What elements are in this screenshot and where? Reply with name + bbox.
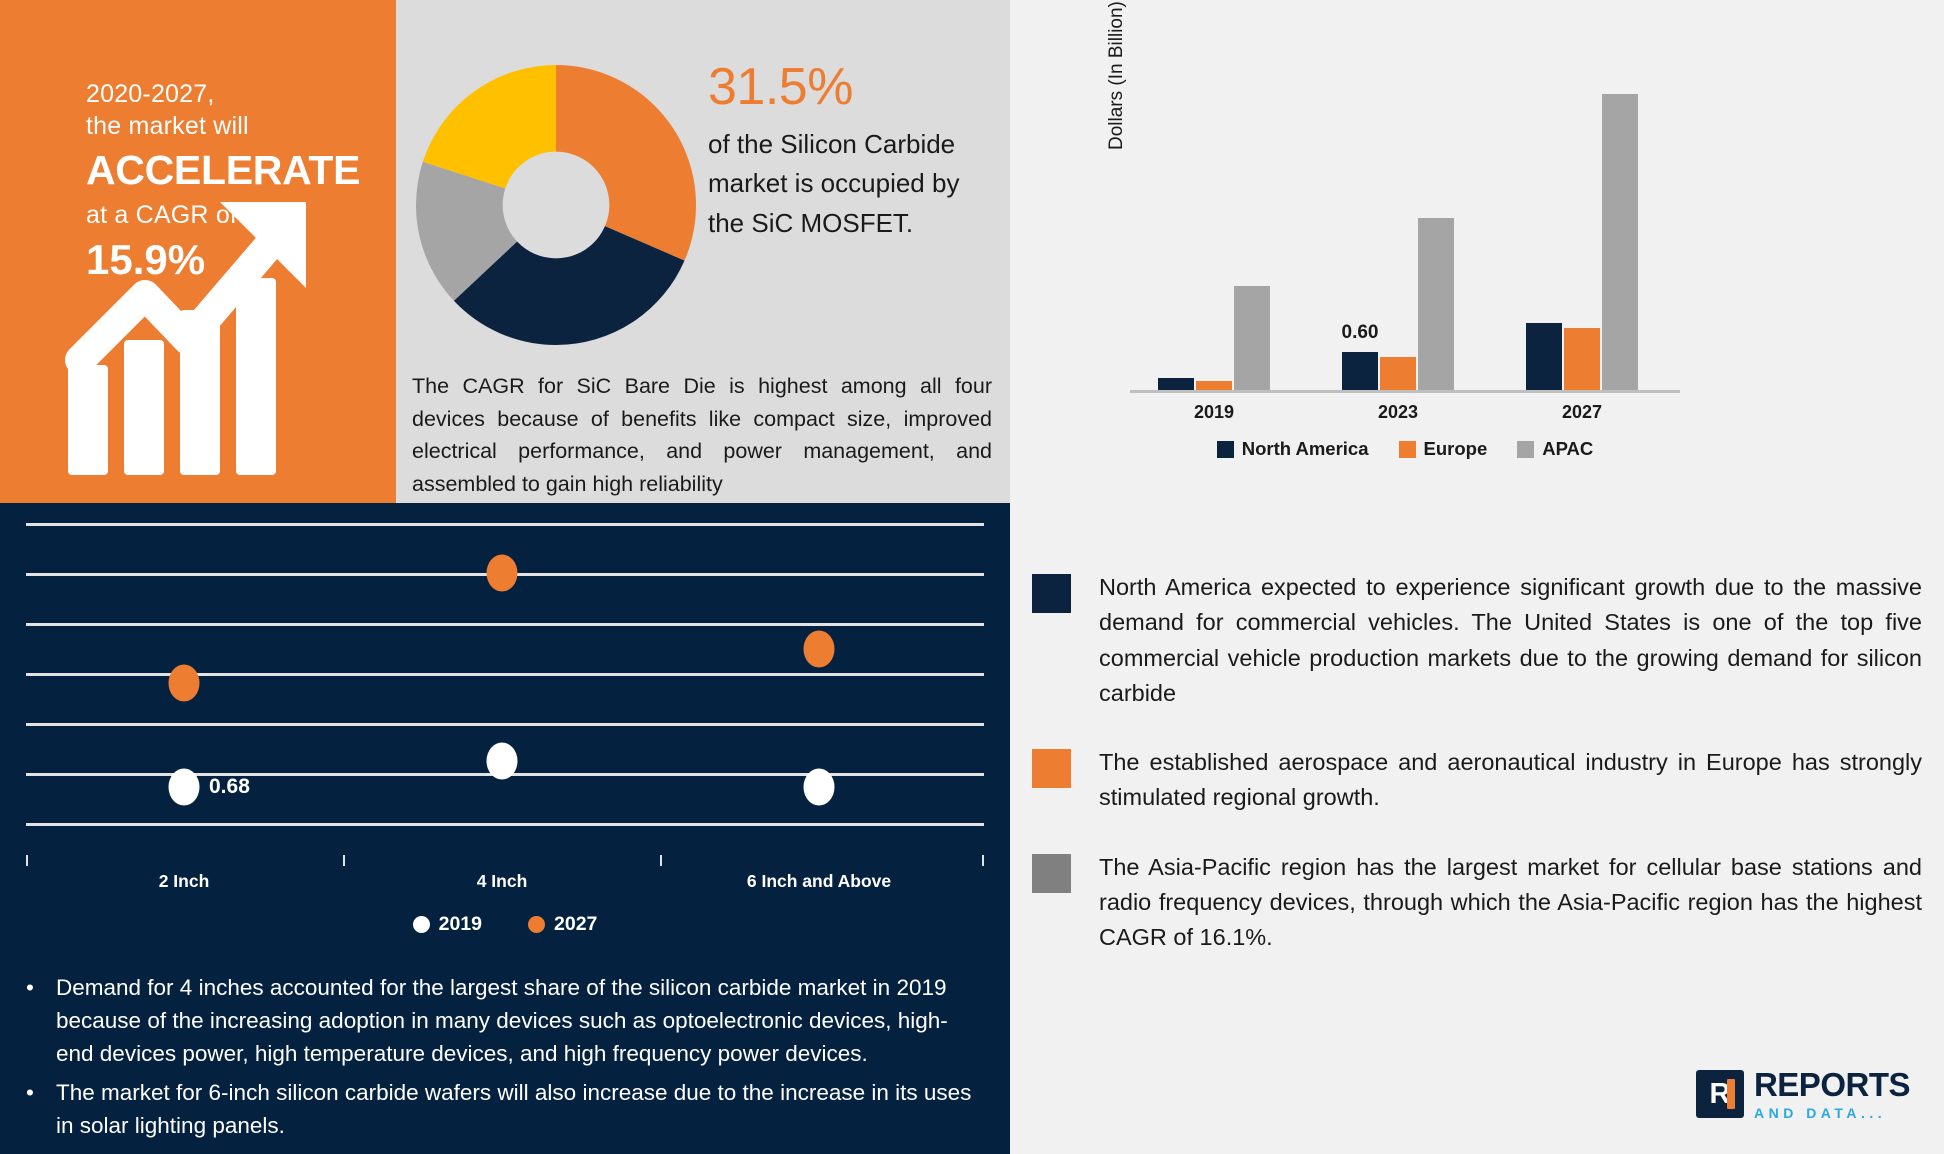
bar-apac-2019: [1234, 286, 1270, 390]
legend-swatch-2019-icon: [412, 916, 430, 933]
donut-slice-sic-discrete: [416, 65, 696, 345]
bar-chart-baseline: [1130, 390, 1680, 393]
bar-legend-label-north-america: North America: [1241, 438, 1369, 459]
dot-chart-axis: 2 Inch 4 Inch 6 Inch and Above: [26, 855, 984, 891]
right-column: Dollars (In Billion) 0.60 2019 2023 2027: [1010, 0, 1944, 1154]
legend-item-2019[interactable]: 2019: [412, 913, 482, 936]
donut-note-text: The CAGR for SiC Bare Die is highest amo…: [412, 374, 992, 497]
grid-line: [26, 823, 984, 826]
axis-tick: [660, 855, 662, 866]
cagr-line-1: 2020-2027,: [86, 80, 215, 108]
grid-line: [26, 523, 984, 526]
bar-x-label-2023: 2023: [1377, 402, 1419, 422]
donut-panel: 31.5% of the Silicon Carbide market is o…: [396, 0, 1010, 503]
logo-main-text: REPORTS: [1753, 1066, 1911, 1103]
cagr-text-block: 2020-2027, the market will ACCELERATE at…: [86, 78, 360, 287]
bar-legend-item-apac[interactable]: APAC: [1517, 438, 1593, 460]
dot-2027-2inch: [168, 664, 200, 702]
regional-bar-chart: Dollars (In Billion) 0.60 2019 2023 2027: [1010, 1, 1700, 490]
region-swatch-apac-icon: [1032, 853, 1071, 893]
bar-chart-legend: North America Europe APAC: [1130, 438, 1680, 460]
bullet-text: Demand for 4 inches accounted for the la…: [56, 975, 948, 1067]
dot-value-label: 0.68: [209, 775, 250, 798]
bar-legend-swatch-north-america-icon: [1216, 440, 1234, 458]
bar-legend-swatch-apac-icon: [1517, 440, 1535, 458]
bar-chart-y-axis-title: Dollars (In Billion): [1106, 1, 1127, 150]
left-column: 2020-2027, the market will ACCELERATE at…: [0, 0, 1010, 1154]
dot-2027-6inch: [803, 630, 835, 668]
axis-tick: [343, 855, 345, 866]
bullet-marker-icon: •: [26, 975, 34, 1000]
region-note-asia-pacific: The Asia-Pacific region has the largest …: [1032, 850, 1922, 956]
bar-x-label-2019: 2019: [1193, 402, 1235, 422]
legend-item-2027[interactable]: 2027: [528, 913, 597, 936]
grid-line: [26, 673, 984, 676]
region-notes-list: North America expected to experience sig…: [1032, 570, 1922, 989]
logo-mark-icon: R: [1695, 1070, 1744, 1118]
bar-north-america-2023: [1342, 352, 1378, 390]
bar-chart-plot-area: 0.60: [1130, 70, 1680, 390]
cagr-line-4: at a CAGR of: [86, 201, 238, 230]
dot-panel-bullets: • Demand for 4 inches accounted for the …: [26, 971, 976, 1148]
axis-label-2-inch: 2 Inch: [158, 871, 210, 891]
list-item: • The market for 6-inch silicon carbide …: [26, 1076, 976, 1142]
stat-block: 31.5% of the Silicon Carbide market is o…: [708, 60, 998, 243]
bar-europe-2023: [1380, 357, 1416, 390]
logo-wordmark: REPORTS AND DATA...: [1753, 1066, 1911, 1121]
axis-tick: [982, 855, 984, 866]
dot-chart-panel: 0.68 2 Inch 4 Inch 6 Inch and Above 2019: [0, 503, 1010, 1154]
bullet-marker-icon: •: [26, 1080, 34, 1106]
bar-legend-swatch-europe-icon: [1398, 440, 1416, 458]
dot-chart: 0.68: [26, 519, 984, 849]
region-note-europe: The established aerospace and aeronautic…: [1032, 745, 1922, 816]
region-swatch-europe-icon: [1032, 749, 1071, 788]
region-note-text: The Asia-Pacific region has the largest …: [1099, 853, 1922, 951]
bar-legend-label-europe: Europe: [1423, 438, 1488, 459]
bar-apac-2027: [1602, 94, 1638, 390]
bar-value-label-north-america-2023: 0.60: [1341, 322, 1379, 343]
donut-slice-sic-module: [416, 65, 696, 345]
cagr-line-2: the market will: [86, 112, 249, 140]
bar-legend-item-north-america[interactable]: North America: [1216, 438, 1369, 460]
region-note-text: The established aerospace and aeronautic…: [1099, 749, 1922, 811]
cagr-accelerate-headline: ACCELERATE: [86, 147, 361, 193]
dot-chart-legend: 2019 2027: [0, 913, 1010, 936]
dot-2019-6inch: [803, 768, 835, 806]
dot-2019-4inch: [486, 742, 518, 780]
growth-arrow-bars-icon: [65, 202, 306, 475]
bullet-text: The market for 6-inch silicon carbide wa…: [56, 1080, 972, 1139]
bar-apac-2023: [1418, 218, 1454, 390]
cagr-value: 15.9%: [86, 236, 206, 284]
reports-and-data-logo[interactable]: R REPORTS AND DATA...: [1695, 1066, 1911, 1121]
bar-europe-2019: [1196, 381, 1232, 390]
axis-label-4-inch: 4 Inch: [476, 871, 528, 891]
bar-legend-item-europe[interactable]: Europe: [1398, 438, 1488, 460]
bar-legend-label-apac: APAC: [1542, 438, 1594, 459]
bar-europe-2027: [1564, 328, 1600, 390]
region-note-north-america: North America expected to experience sig…: [1032, 570, 1922, 711]
donut-chart: [416, 65, 696, 345]
grid-line: [26, 723, 984, 726]
bar-north-america-2019: [1158, 378, 1194, 390]
dot-2019-2inch: [168, 768, 200, 806]
cagr-panel: 2020-2027, the market will ACCELERATE at…: [0, 0, 396, 503]
axis-tick: [26, 855, 28, 866]
region-swatch-north-america-icon: [1032, 574, 1071, 613]
logo-sub-text: AND DATA...: [1753, 1105, 1887, 1121]
bar-north-america-2027: [1526, 323, 1562, 390]
legend-label-2019: 2019: [438, 913, 482, 935]
region-note-text: North America expected to experience sig…: [1099, 574, 1922, 706]
dot-2027-4inch: [486, 554, 518, 592]
donut-chart-svg: [416, 65, 696, 345]
legend-swatch-2027-icon: [528, 916, 545, 933]
stat-percentage: 31.5%: [708, 58, 853, 116]
grid-line: [26, 623, 984, 626]
list-item: • Demand for 4 inches accounted for the …: [26, 971, 976, 1070]
axis-label-6-inch-above: 6 Inch and Above: [746, 871, 892, 891]
donut-slice-sic-bare-die: [416, 65, 696, 345]
stat-description: of the Silicon Carbide market is occupie…: [708, 128, 960, 238]
legend-label-2027: 2027: [554, 913, 598, 935]
bar-x-label-2027: 2027: [1561, 402, 1603, 422]
